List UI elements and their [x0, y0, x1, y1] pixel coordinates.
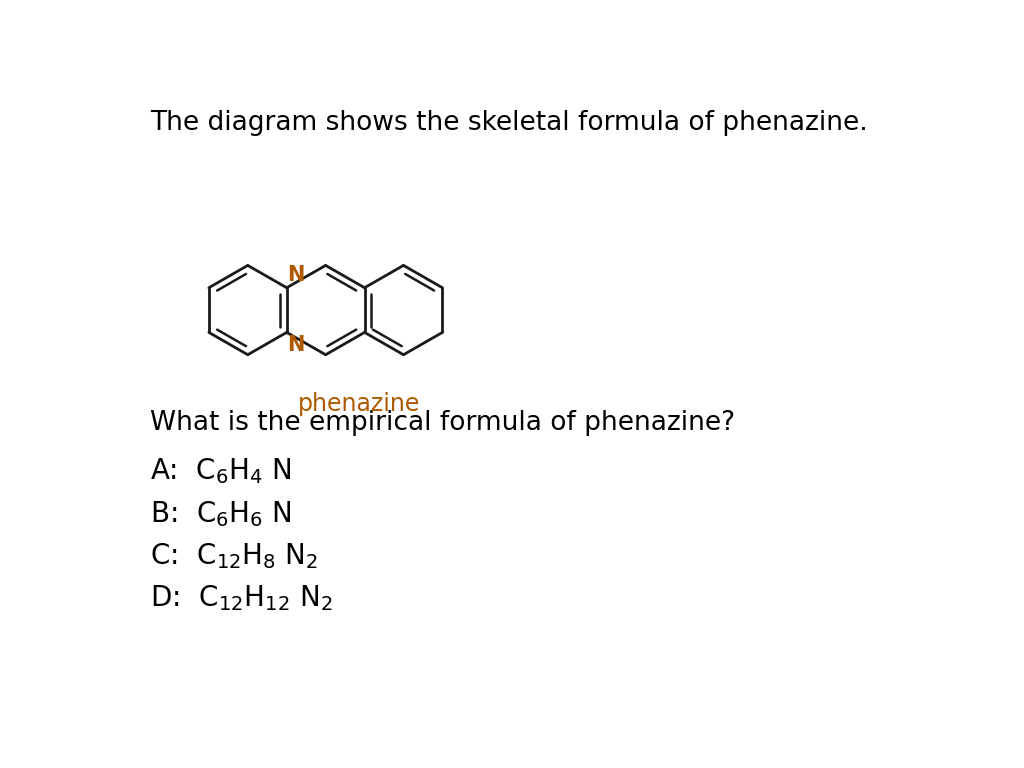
Text: What is the empirical formula of phenazine?: What is the empirical formula of phenazi… — [150, 410, 735, 436]
Text: B:  C$_6$H$_6$ N: B: C$_6$H$_6$ N — [150, 498, 292, 528]
Text: N: N — [288, 336, 305, 356]
Text: C:  C$_{12}$H$_8$ N$_2$: C: C$_{12}$H$_8$ N$_2$ — [150, 541, 317, 571]
Text: The diagram shows the skeletal formula of phenazine.: The diagram shows the skeletal formula o… — [150, 110, 867, 136]
Text: N: N — [288, 265, 305, 285]
Text: D:  C$_{12}$H$_{12}$ N$_2$: D: C$_{12}$H$_{12}$ N$_2$ — [150, 584, 332, 613]
Text: phenazine: phenazine — [298, 392, 421, 415]
Text: A:  C$_6$H$_4$ N: A: C$_6$H$_4$ N — [150, 456, 292, 486]
